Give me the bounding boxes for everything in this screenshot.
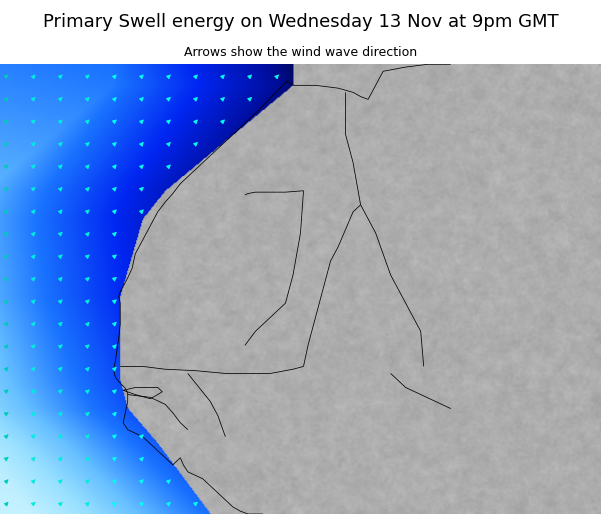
Text: Primary Swell energy on Wednesday 13 Nov at 9pm GMT: Primary Swell energy on Wednesday 13 Nov… (43, 13, 558, 31)
Text: Arrows show the wind wave direction: Arrows show the wind wave direction (184, 46, 417, 59)
